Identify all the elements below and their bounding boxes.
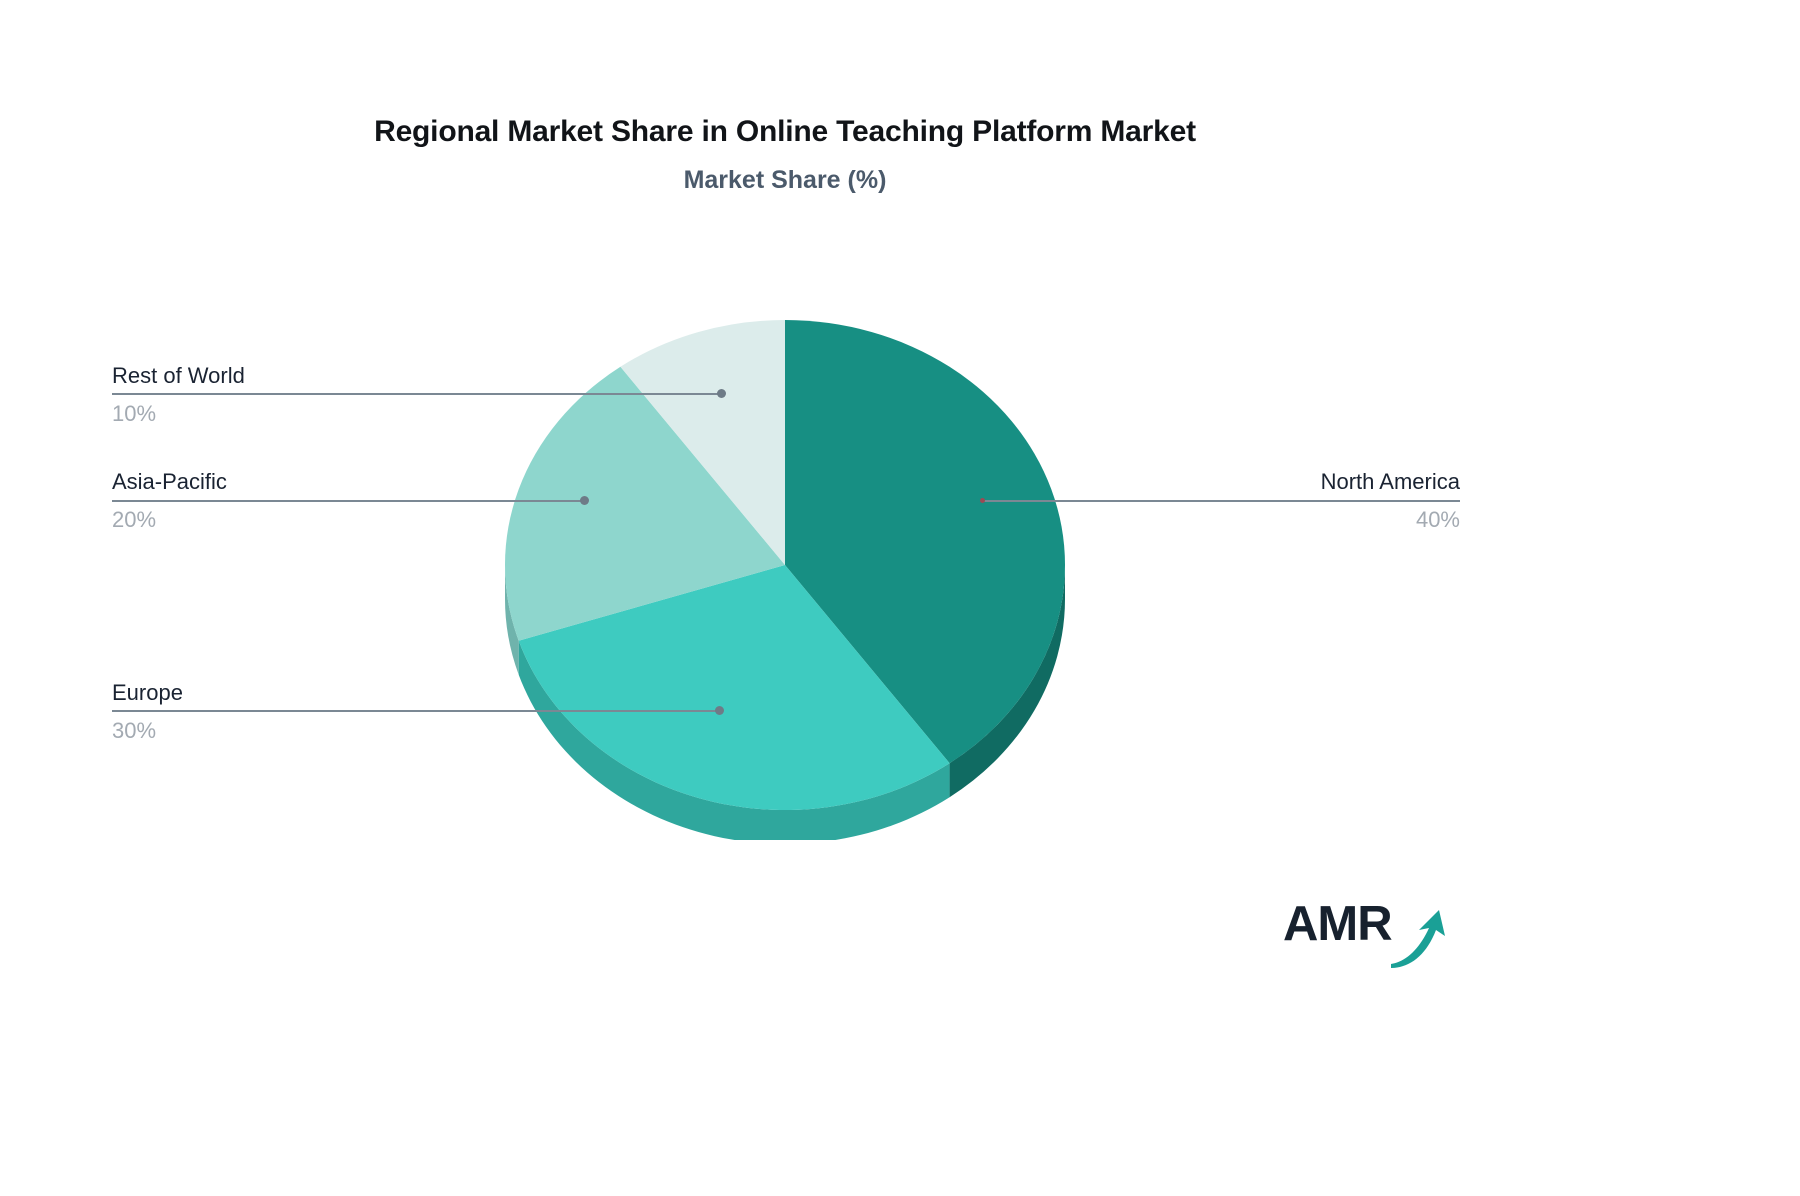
pie-side-north-america (949, 565, 1065, 798)
pie-slice-north-america (785, 320, 1066, 764)
pie-chart (500, 320, 1070, 840)
pie-top-face (504, 320, 1066, 811)
pie-chart-svg (504, 320, 1066, 840)
leader-dot-asia-pacific (580, 496, 589, 505)
callout-value-rest-of-world: 10% (112, 401, 157, 426)
leader-dot-north-america (980, 498, 985, 503)
callout-value-north-america: 40% (1415, 507, 1460, 532)
callout-value-europe: 30% (112, 718, 157, 743)
callout-europe: Europe 30% (112, 682, 183, 742)
callout-label-rest-of-world: Rest of World (112, 363, 245, 388)
callout-asia-pacific: Asia-Pacific 20% (112, 471, 227, 531)
callout-label-europe: Europe (112, 680, 183, 705)
callout-label-asia-pacific: Asia-Pacific (112, 469, 227, 494)
callout-north-america: North America 40% (1160, 471, 1460, 531)
logo-text: AMR (1283, 897, 1393, 951)
growth-arrow-icon (1391, 910, 1445, 968)
leader-dot-europe (715, 706, 724, 715)
pie-depth-layer (505, 565, 1065, 840)
pie-slice-asia-pacific (504, 366, 785, 641)
chart-subtitle: Market Share (%) (683, 166, 887, 194)
callout-value-asia-pacific: 20% (112, 507, 157, 532)
callout-rest-of-world: Rest of World 10% (112, 365, 245, 425)
callout-label-north-america: North America (1320, 469, 1460, 494)
leader-line-europe (112, 710, 720, 712)
leader-line-rest-of-world (112, 393, 722, 395)
page-title: Regional Market Share in Online Teaching… (374, 115, 1196, 148)
pie-slice-europe (518, 565, 950, 811)
pie-side-europe (518, 640, 950, 840)
logo: AMR (1283, 897, 1445, 970)
leader-dot-rest-of-world (717, 389, 726, 398)
leader-line-asia-pacific (112, 500, 585, 502)
pie-side-asia-pacific (505, 565, 519, 675)
leader-line-north-america (982, 500, 1460, 502)
pie-slice-rest-of-world (620, 320, 785, 565)
